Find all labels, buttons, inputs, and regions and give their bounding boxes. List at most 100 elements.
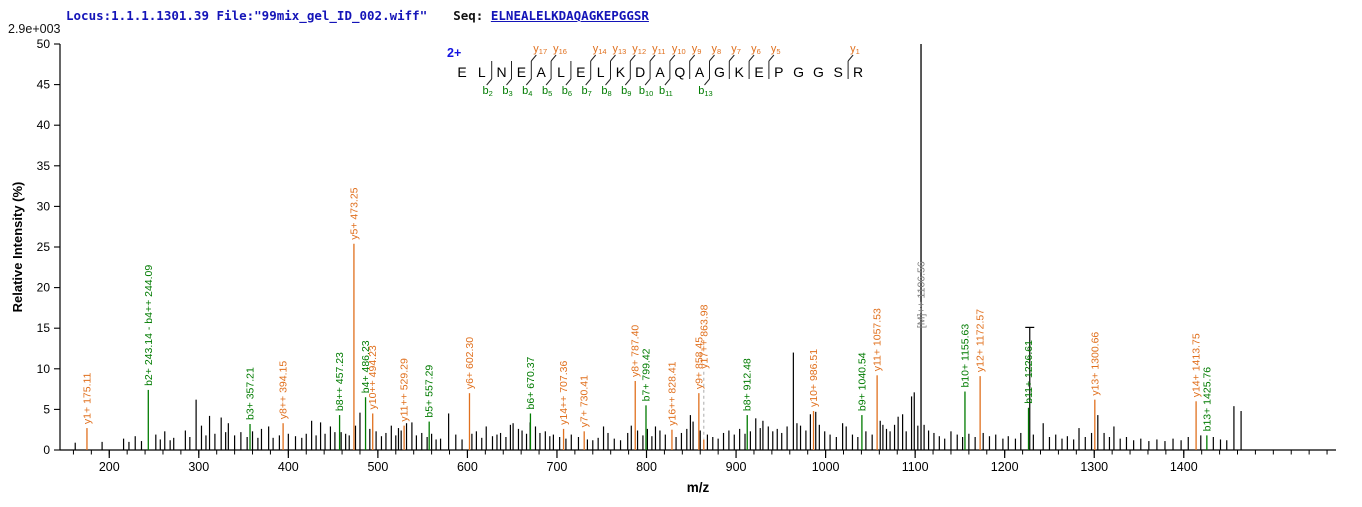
peak-label: y8++ 394.15 [278,361,290,420]
residue-letter: A [537,64,547,80]
residue-letter: P [774,64,783,80]
b-ion-tick [664,78,671,86]
peak-label: b11+ 1226.61 [1023,340,1035,404]
x-tick-label: 1200 [991,460,1019,474]
y-ion-mark-label: y5 [771,43,781,56]
peak-label: y8+ 787.40 [630,325,642,377]
peak-label: y14+ 1413.75 [1191,333,1203,397]
peak-label: y17++ 863.98 [698,304,710,368]
residue-letter: N [497,64,507,80]
b-ion-mark-label: b13 [698,85,712,98]
b-ion-mark-label: b6 [562,85,572,98]
peak-label: y14++ 707.36 [558,361,570,425]
seq-label: Seq: [453,8,484,23]
peak-label: b8++ 457.23 [334,352,346,411]
y-tick-label: 0 [43,443,50,457]
peak-label: y10++ 494.23 [367,345,379,409]
residue-letter: K [616,64,626,80]
b-ion-mark-label: b5 [542,85,552,98]
residue-letter: S [834,64,843,80]
residue-letter: A [695,64,705,80]
x-tick-label: 1400 [1170,460,1198,474]
y-ion-mark-label: y8 [712,43,722,56]
x-tick-label: 400 [278,460,299,474]
peak-label: y12+ 1172.57 [975,309,987,372]
y-ion-tick [669,54,676,62]
x-axis-title: m/z [687,480,710,495]
peak-label: y6+ 602.30 [464,337,476,389]
b-ion-tick [486,78,493,86]
residue-letter: D [635,64,645,80]
y-ion-tick [748,54,755,62]
y-tick-label: 5 [43,402,50,416]
peak-label: y1+ 175.11 [81,372,93,424]
residue-letter: G [793,64,804,80]
x-tick-label: 800 [636,460,657,474]
y-ion-mark-label: y9 [692,43,702,56]
y-ion-mark-label: y13 [613,43,627,56]
residue-letter: L [597,64,605,80]
peak-label: y10+ 986.51 [808,349,820,407]
y-tick-label: 25 [37,240,51,254]
b-ion-tick [545,78,552,86]
y-ion-tick [550,54,557,62]
peak-label: y9+ 858.45 [693,337,705,389]
peak-label: b5+ 557.29 [424,365,436,418]
sequence-link[interactable]: ELNEALELKDAQAGKEPGGSR [490,8,649,23]
y-ion-tick [610,54,616,62]
residue-letter: Q [674,64,685,80]
b-ion-mark-label: b3 [502,85,512,98]
y-ion-mark-label: y6 [751,43,761,56]
peak-label: b7+ 799.42 [640,348,652,401]
b-ion-tick [644,78,651,86]
x-tick-label: 900 [726,460,747,474]
peak-label: b3+ 357.21 [245,367,257,420]
y-ion-mark-label: y17 [533,43,547,56]
y-tick-label: 20 [37,281,51,295]
residue-letter: A [655,64,665,80]
peak-label: y11++ 529.29 [399,358,411,422]
b-ion-mark-label: b10 [639,85,653,98]
peak-label: y11+ 1057.53 [872,308,884,371]
y-ion-tick [709,54,715,62]
peak-label: y13+ 1300.66 [1089,332,1101,396]
b-ion-mark-label: b9 [621,85,631,98]
x-tick-label: 1300 [1080,460,1108,474]
locus-file-label: Locus:1.1.1.1301.39 File:"99mix_gel_ID_0… [66,8,428,23]
b-ion-tick [565,78,572,86]
peak-label: b2+ 243.14 - b4++ 244.09 [143,265,155,386]
residue-letter: E [517,64,526,80]
residue-letter: E [457,64,466,80]
y-ion-tick [728,54,735,62]
x-tick-label: 300 [188,460,209,474]
y-ion-tick [847,54,854,62]
y-tick-label: 50 [37,37,51,51]
y-tick-label: 45 [37,78,51,92]
y-ion-mark-label: y7 [731,43,741,56]
intensity-scale-label: 2.9e+003 [8,22,61,36]
y-tick-label: 40 [37,118,51,132]
y-ion-tick [530,54,537,62]
residue-letter: R [853,64,863,80]
peak-label: b9+ 1040.54 [856,352,868,411]
b-ion-mark-label: b7 [582,85,592,98]
b-ion-tick [525,78,532,86]
x-tick-label: 200 [99,460,120,474]
residue-letter: E [754,64,763,80]
peak-label: y16++ 828.41 [666,361,678,425]
y-ion-mark-label: y1 [850,43,860,56]
residue-letter: E [576,64,585,80]
b-ion-mark-label: b2 [483,85,493,98]
y-ion-mark-label: y10 [672,43,686,56]
x-tick-label: 1000 [812,460,840,474]
peak-label: b10+ 1155.63 [959,324,971,388]
y-axis-title: Relative Intensity (%) [10,182,25,313]
peak-label: y7+ 730.41 [579,375,591,427]
b-ion-tick [585,78,592,86]
peak-label: y5+ 473.25 [348,187,360,239]
x-tick-label: 500 [367,460,388,474]
peak-label: b8+ 912.48 [742,358,754,411]
peak-label: b4+ 486.23 [360,340,372,393]
peak-label: b6+ 670.37 [525,356,537,409]
